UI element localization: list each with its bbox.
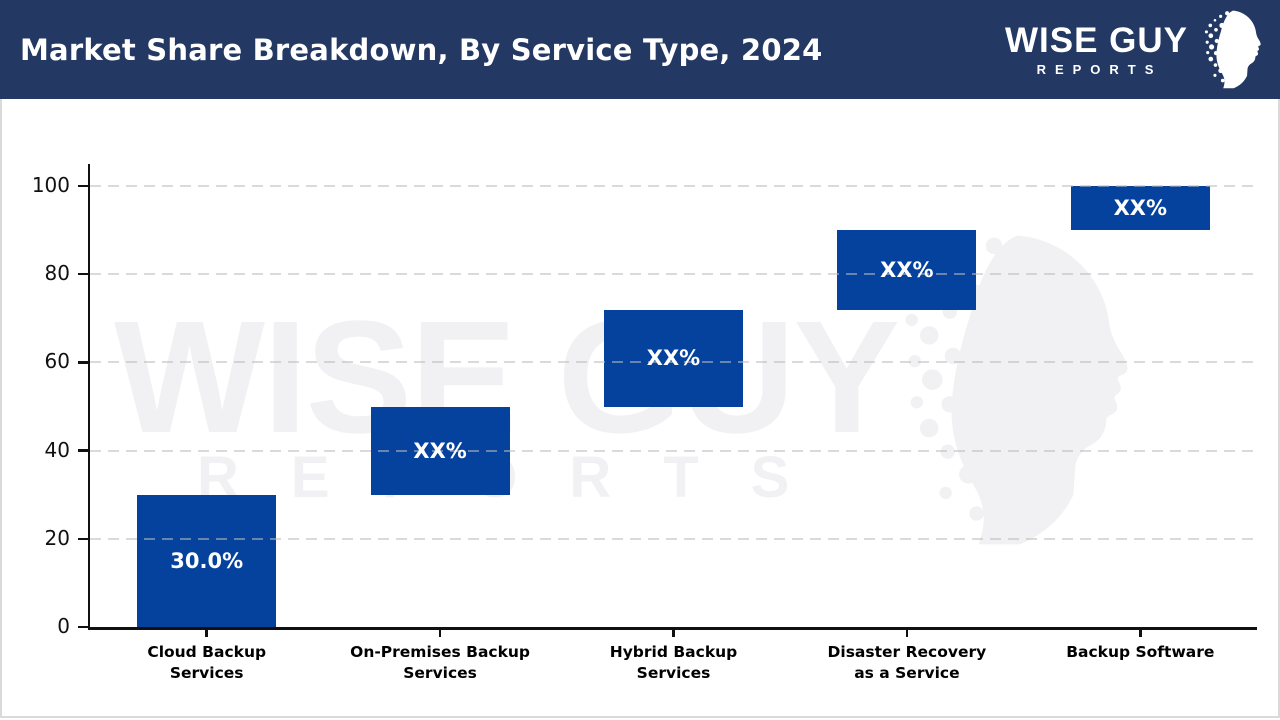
x-tick-mark (438, 629, 442, 637)
x-category-label: Cloud Backup Services (87, 642, 327, 683)
chart-canvas: WISE GUY REPORTS 30.0% Cloud Backup Servic… (0, 99, 1280, 718)
bar-value-label: XX% (880, 257, 934, 282)
y-tick-label: 40 (44, 437, 70, 462)
y-tick-mark (78, 361, 88, 364)
x-tick-mark (905, 629, 909, 637)
brand-name: WISE GUY (1004, 20, 1188, 60)
y-tick-mark (78, 537, 88, 541)
bar-value-label: XX% (646, 346, 701, 370)
page-title: Market Share Breakdown, By Service Type,… (20, 32, 823, 67)
x-category-label-line: Services (636, 663, 711, 682)
plot-area: 30.0% Cloud Backup Services XX% On-Premises … (32, 164, 1257, 682)
gridline (90, 361, 1257, 364)
x-category-label-line: Disaster Recovery (827, 643, 987, 661)
x-category-label: On-Premises Backup Services (320, 642, 560, 683)
y-tick-mark (78, 184, 88, 188)
gridline (90, 273, 1257, 276)
x-axis-line (87, 627, 1257, 630)
x-category-label-line: Hybrid Backup (609, 643, 738, 661)
bar-value-label: 30.0% (170, 548, 244, 573)
x-tick-mark (1139, 629, 1142, 637)
x-category-label: Backup Software (1020, 642, 1260, 663)
x-category-label-line: Services (169, 663, 244, 682)
bar (137, 494, 277, 627)
y-tick-mark (78, 449, 88, 452)
brand-logo-text: WISE GUY REPORTS (1004, 20, 1188, 77)
y-tick-label: 0 (57, 614, 70, 638)
brand-logo: WISE GUY REPORTS (1005, 6, 1270, 94)
bar (837, 230, 977, 310)
y-tick-label: 80 (44, 261, 70, 286)
brand-head-icon (1204, 10, 1261, 88)
y-tick-mark (78, 625, 88, 629)
x-category-label-line: Backup Software (1066, 643, 1215, 661)
x-category-label: Disaster Recovery as a Service (787, 642, 1027, 683)
x-category-label-line: Services (403, 663, 477, 682)
header: Market Share Breakdown, By Service Type,… (0, 0, 1280, 99)
bar-value-label: XX% (413, 438, 467, 463)
x-tick-mark (205, 629, 208, 637)
gridline (90, 537, 1257, 540)
brand-subtitle: REPORTS (1036, 61, 1163, 77)
x-tick-mark (672, 629, 675, 637)
y-tick-mark (78, 272, 88, 276)
bar (604, 309, 743, 407)
x-category-label-line: Cloud Backup (147, 643, 267, 661)
x-category-label-line: as a Service (854, 663, 960, 682)
y-tick-label: 60 (44, 349, 70, 374)
x-category-label-line: On-Premises Backup (350, 643, 531, 661)
gridline (90, 185, 1257, 188)
y-axis-line (87, 164, 90, 630)
y-tick-label: 100 (31, 173, 70, 198)
gridline (90, 449, 1257, 452)
bar (1070, 186, 1210, 231)
x-category-label: Hybrid Backup Services (554, 642, 794, 683)
bar-value-label: XX% (1113, 196, 1168, 221)
y-tick-label: 20 (44, 525, 70, 550)
